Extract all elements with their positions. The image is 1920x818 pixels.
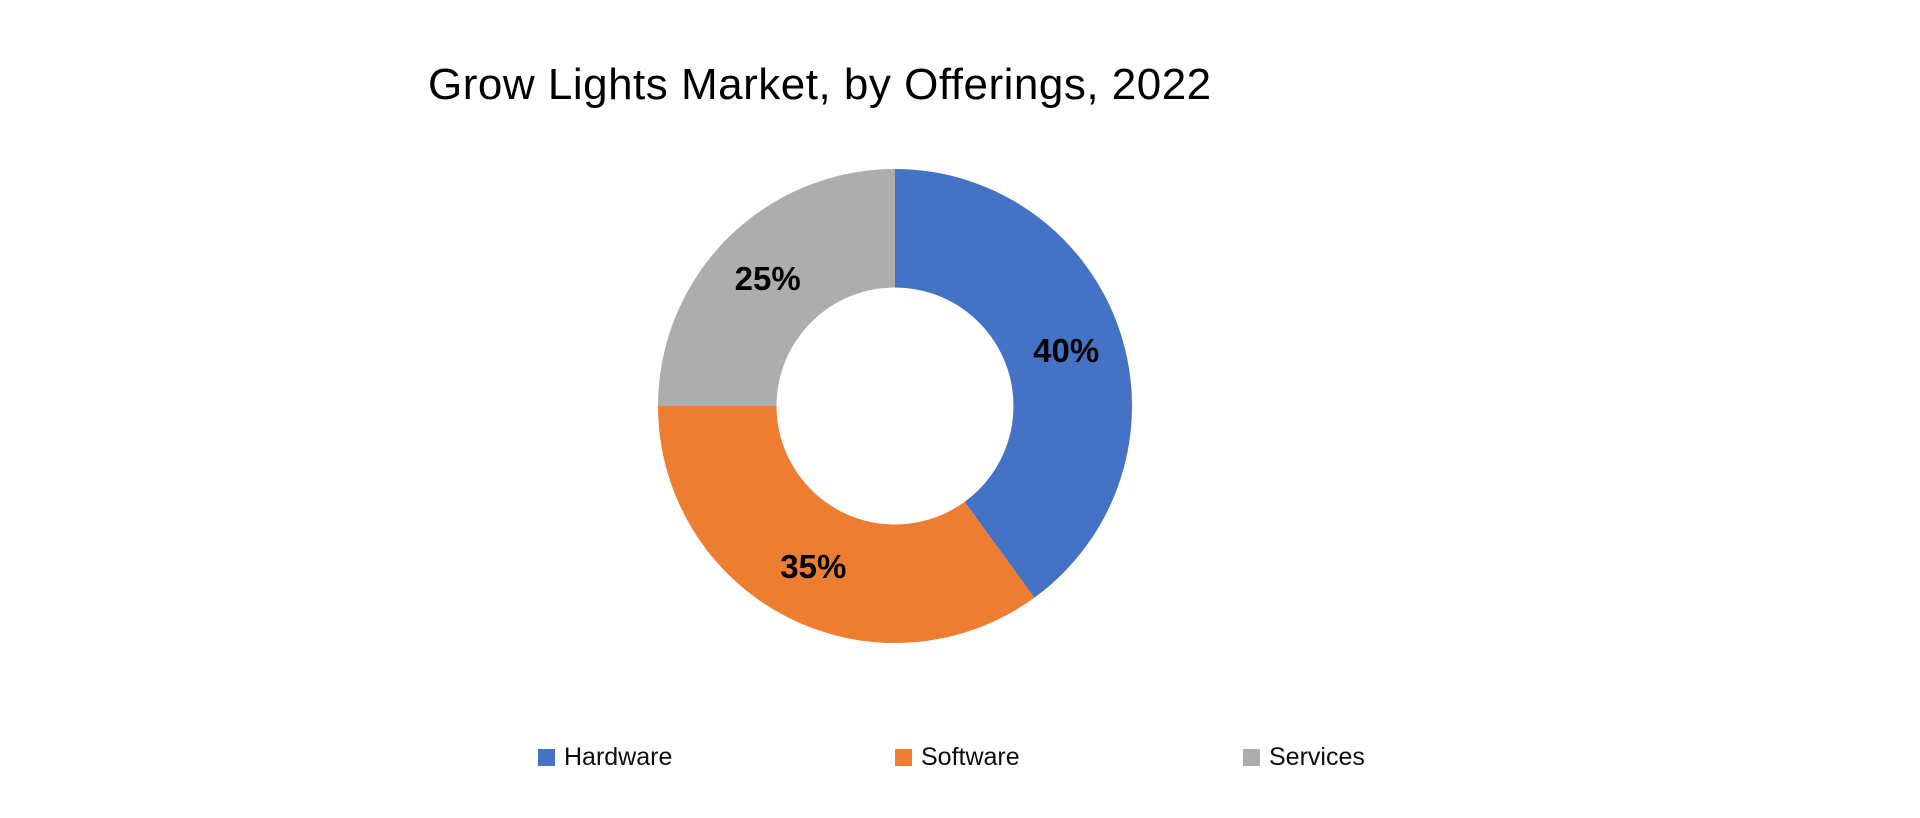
data-label-services: 25% <box>735 260 801 297</box>
donut-segment-software <box>658 406 1035 644</box>
chart-title: Grow Lights Market, by Offerings, 2022 <box>428 60 1212 109</box>
data-label-hardware: 40% <box>1033 332 1099 369</box>
donut-segment-services <box>658 169 895 406</box>
donut-segment-hardware <box>895 169 1133 598</box>
data-label-software: 35% <box>780 548 846 585</box>
